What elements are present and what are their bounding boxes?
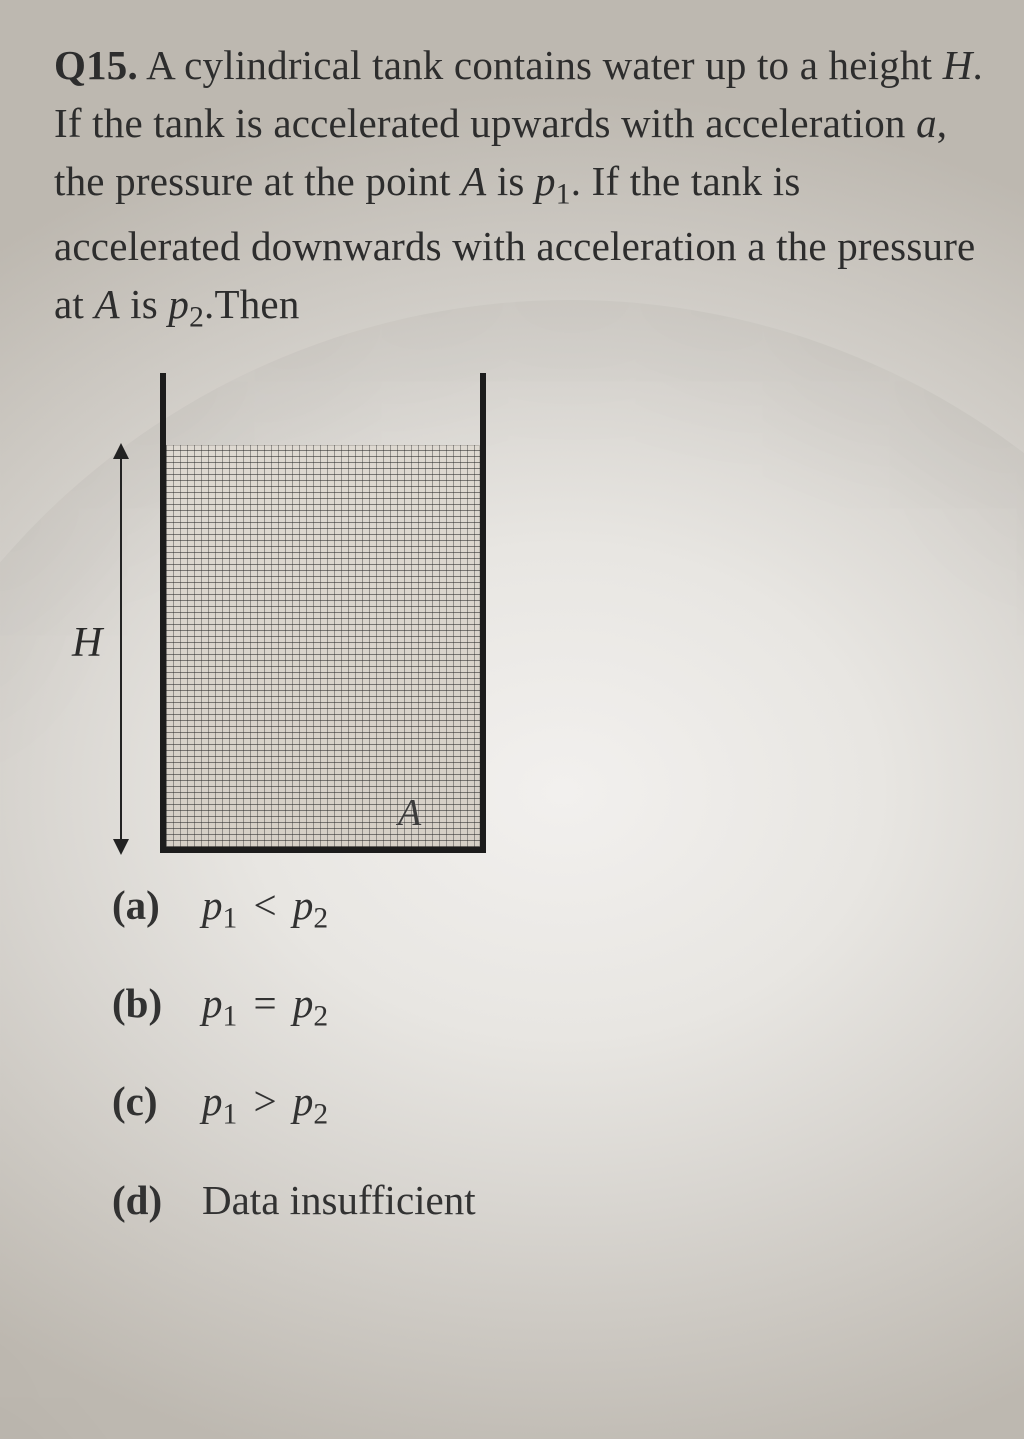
q-text-4: is xyxy=(486,158,535,204)
question-number: Q15. xyxy=(54,42,138,88)
water-fill xyxy=(166,445,480,847)
option-c-lhs-sub: 1 xyxy=(223,1099,238,1131)
q-text-6: is xyxy=(120,281,169,327)
height-arrow xyxy=(120,445,122,853)
option-b-rhs: p xyxy=(293,980,314,1026)
tank-wall-right xyxy=(480,373,486,853)
page-content: Q15. A cylindrical tank contains water u… xyxy=(0,0,1024,1298)
option-c-rhs: p xyxy=(293,1078,314,1124)
option-a-lhs-sub: 1 xyxy=(223,902,238,934)
option-c-expr: p1 > p2 xyxy=(202,1077,328,1131)
option-c-letter: (c) xyxy=(112,1077,186,1125)
option-b: (b) p1 = p2 xyxy=(112,979,988,1033)
var-A-2: A xyxy=(94,281,119,327)
option-d-letter: (d) xyxy=(112,1176,186,1224)
tank-floor xyxy=(160,847,486,853)
options-list: (a) p1 < p2 (b) p1 = p2 (c) p1 > p2 xyxy=(54,881,988,1224)
option-a-rhs-sub: 2 xyxy=(313,902,328,934)
var-a: a xyxy=(916,100,937,146)
option-a-op: < xyxy=(248,882,283,928)
option-c: (c) p1 > p2 xyxy=(112,1077,988,1131)
option-a-letter: (a) xyxy=(112,881,186,929)
var-p1-sub: 1 xyxy=(556,179,571,211)
option-c-lhs: p xyxy=(202,1078,223,1124)
var-p2-sub: 2 xyxy=(189,301,204,333)
tank-wall-left xyxy=(160,373,166,853)
var-p2: p2 xyxy=(168,281,204,327)
var-p1-base: p xyxy=(535,158,556,204)
option-b-lhs-sub: 1 xyxy=(223,1000,238,1032)
option-a-expr: p1 < p2 xyxy=(202,881,328,935)
q-text-7: .Then xyxy=(204,281,300,327)
option-a: (a) p1 < p2 xyxy=(112,881,988,935)
option-d: (d) Data insufficient xyxy=(112,1176,988,1224)
var-A: A xyxy=(461,158,486,204)
option-c-op: > xyxy=(248,1078,283,1124)
var-p2-base: p xyxy=(168,281,189,327)
option-b-expr: p1 = p2 xyxy=(202,979,328,1033)
option-a-lhs: p xyxy=(202,882,223,928)
var-p1: p1 xyxy=(535,158,571,204)
option-b-letter: (b) xyxy=(112,979,186,1027)
q-text-1: A cylindrical tank contains water up to … xyxy=(138,42,943,88)
tank-diagram: H A xyxy=(64,373,504,853)
option-c-rhs-sub: 2 xyxy=(313,1099,328,1131)
point-a-label: A xyxy=(398,791,421,835)
question-text: Q15. A cylindrical tank contains water u… xyxy=(54,36,988,339)
option-b-lhs: p xyxy=(202,980,223,1026)
var-H: H xyxy=(943,42,973,88)
option-d-text: Data insufficient xyxy=(202,1176,476,1224)
option-b-rhs-sub: 2 xyxy=(313,1000,328,1032)
option-b-op: = xyxy=(248,980,283,1026)
height-label: H xyxy=(72,619,102,667)
option-a-rhs: p xyxy=(293,882,314,928)
